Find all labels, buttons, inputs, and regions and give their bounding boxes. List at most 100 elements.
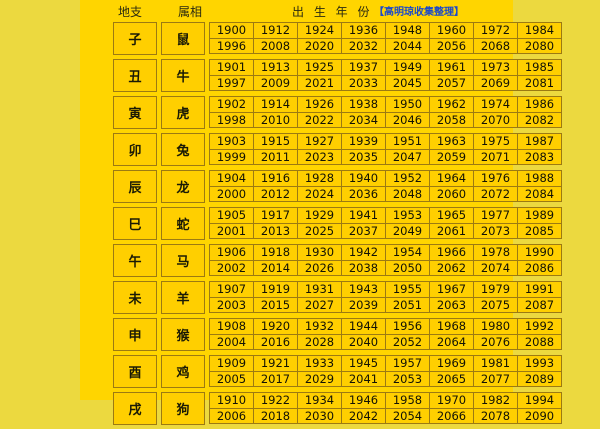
year-row: 1904 1916 1928 1940 1952 1964 1976 1988 — [209, 170, 562, 187]
year-cell-bottom: 2032 — [341, 37, 386, 54]
year-cell-bottom: 2056 — [429, 37, 474, 54]
year-cell-bottom: 2023 — [297, 148, 342, 165]
year-cell-top: 1982 — [473, 392, 518, 409]
year-cell-top: 1970 — [429, 392, 474, 409]
zodiac-animal-cell: 鼠 — [161, 22, 205, 55]
year-cell-top: 1912 — [253, 22, 298, 39]
year-row: 2000 2012 2024 2036 2048 2060 2072 2084 — [209, 185, 562, 202]
year-cell-top: 1937 — [341, 59, 386, 76]
year-cell-top: 1902 — [209, 96, 254, 113]
year-grid: 1900 1912 1924 1936 1948 1960 1972 1984 1996 2008… — [209, 22, 562, 55]
table-row: 辰龙 1904 1916 1928 1940 1952 1964 1976 1988 2000 20… — [113, 170, 562, 203]
year-cell-top: 1979 — [473, 281, 518, 298]
year-grid: 1910 1922 1934 1946 1958 1970 1982 1994 2006 2018… — [209, 392, 562, 425]
year-cell-bottom: 2013 — [253, 222, 298, 239]
year-cell-top: 1916 — [253, 170, 298, 187]
year-cell-top: 1953 — [385, 207, 430, 224]
year-cell-bottom: 2017 — [253, 370, 298, 387]
year-cell-top: 1952 — [385, 170, 430, 187]
year-cell-bottom: 2004 — [209, 333, 254, 350]
year-cell-top: 1990 — [517, 244, 562, 261]
year-grid: 1906 1918 1930 1942 1954 1966 1978 1990 2002 2014… — [209, 244, 562, 277]
year-cell-top: 1976 — [473, 170, 518, 187]
year-cell-top: 1939 — [341, 133, 386, 150]
zodiac-animal-cell: 马 — [161, 244, 205, 277]
year-cell-bottom: 2030 — [297, 407, 342, 424]
chart-header: 地支 属相 出 生 年 份 【高明琼收集整理】 — [0, 0, 600, 22]
year-cell-top: 1950 — [385, 96, 430, 113]
year-cell-top: 1991 — [517, 281, 562, 298]
table-row: 酉鸡 1909 1921 1933 1945 1957 1969 1981 1993 2005 20… — [113, 355, 562, 388]
year-cell-top: 1900 — [209, 22, 254, 39]
year-cell-bottom: 2060 — [429, 185, 474, 202]
zodiac-animal-cell: 龙 — [161, 170, 205, 203]
year-cell-bottom: 2051 — [385, 296, 430, 313]
year-cell-bottom: 2036 — [341, 185, 386, 202]
year-cell-bottom: 2081 — [517, 74, 562, 91]
year-cell-top: 1960 — [429, 22, 474, 39]
year-cell-bottom: 2008 — [253, 37, 298, 54]
earthly-branch-cell: 巳 — [113, 207, 157, 240]
year-cell-top: 1929 — [297, 207, 342, 224]
year-cell-bottom: 2066 — [429, 407, 474, 424]
year-cell-bottom: 2014 — [253, 259, 298, 276]
earthly-branch-cell: 午 — [113, 244, 157, 277]
table-row: 丑牛 1901 1913 1925 1937 1949 1961 1973 1985 1997 20… — [113, 59, 562, 92]
year-row: 2004 2016 2028 2040 2052 2064 2076 2088 — [209, 333, 562, 350]
year-cell-bottom: 2063 — [429, 296, 474, 313]
year-cell-bottom: 2089 — [517, 370, 562, 387]
year-cell-top: 1904 — [209, 170, 254, 187]
year-cell-top: 1919 — [253, 281, 298, 298]
year-row: 1998 2010 2022 2034 2046 2058 2070 2082 — [209, 111, 562, 128]
year-cell-top: 1946 — [341, 392, 386, 409]
year-cell-top: 1901 — [209, 59, 254, 76]
year-cell-top: 1964 — [429, 170, 474, 187]
zodiac-animal-cell: 虎 — [161, 96, 205, 129]
year-cell-top: 1962 — [429, 96, 474, 113]
year-cell-top: 1984 — [517, 22, 562, 39]
year-row: 1903 1915 1927 1939 1951 1963 1975 1987 — [209, 133, 562, 150]
table-row: 未羊 1907 1919 1931 1943 1955 1967 1979 1991 2003 20… — [113, 281, 562, 314]
year-cell-bottom: 2015 — [253, 296, 298, 313]
year-cell-top: 1967 — [429, 281, 474, 298]
year-cell-bottom: 2010 — [253, 111, 298, 128]
year-cell-top: 1985 — [517, 59, 562, 76]
year-row: 1900 1912 1924 1936 1948 1960 1972 1984 — [209, 22, 562, 39]
year-cell-top: 1973 — [473, 59, 518, 76]
year-grid: 1908 1920 1932 1944 1956 1968 1980 1992 2004 2016… — [209, 318, 562, 351]
year-cell-bottom: 2048 — [385, 185, 430, 202]
year-cell-bottom: 2027 — [297, 296, 342, 313]
year-row: 2006 2018 2030 2042 2054 2066 2078 2090 — [209, 407, 562, 424]
year-row: 1907 1919 1931 1943 1955 1967 1979 1991 — [209, 281, 562, 298]
year-cell-bottom: 2059 — [429, 148, 474, 165]
year-cell-bottom: 2080 — [517, 37, 562, 54]
year-cell-bottom: 2075 — [473, 296, 518, 313]
year-cell-bottom: 2058 — [429, 111, 474, 128]
year-cell-top: 1987 — [517, 133, 562, 150]
year-cell-top: 1917 — [253, 207, 298, 224]
year-cell-bottom: 2077 — [473, 370, 518, 387]
year-cell-top: 1920 — [253, 318, 298, 335]
year-row: 1910 1922 1934 1946 1958 1970 1982 1994 — [209, 392, 562, 409]
year-cell-top: 1963 — [429, 133, 474, 150]
year-cell-bottom: 2065 — [429, 370, 474, 387]
year-row: 1906 1918 1930 1942 1954 1966 1978 1990 — [209, 244, 562, 261]
year-cell-bottom: 2070 — [473, 111, 518, 128]
year-cell-top: 1905 — [209, 207, 254, 224]
year-grid: 1904 1916 1928 1940 1952 1964 1976 1988 2000 2012… — [209, 170, 562, 203]
year-cell-bottom: 2034 — [341, 111, 386, 128]
year-cell-bottom: 2069 — [473, 74, 518, 91]
year-cell-bottom: 2011 — [253, 148, 298, 165]
year-cell-bottom: 2016 — [253, 333, 298, 350]
year-cell-bottom: 2046 — [385, 111, 430, 128]
year-grid: 1905 1917 1929 1941 1953 1965 1977 1989 2001 2013… — [209, 207, 562, 240]
year-cell-bottom: 2001 — [209, 222, 254, 239]
year-cell-bottom: 2045 — [385, 74, 430, 91]
year-cell-top: 1986 — [517, 96, 562, 113]
year-grid: 1907 1919 1931 1943 1955 1967 1979 1991 2003 2015… — [209, 281, 562, 314]
year-cell-bottom: 2078 — [473, 407, 518, 424]
year-cell-bottom: 2047 — [385, 148, 430, 165]
year-row: 2001 2013 2025 2037 2049 2061 2073 2085 — [209, 222, 562, 239]
table-row: 午马 1906 1918 1930 1942 1954 1966 1978 1990 2002 20… — [113, 244, 562, 277]
year-cell-bottom: 2082 — [517, 111, 562, 128]
